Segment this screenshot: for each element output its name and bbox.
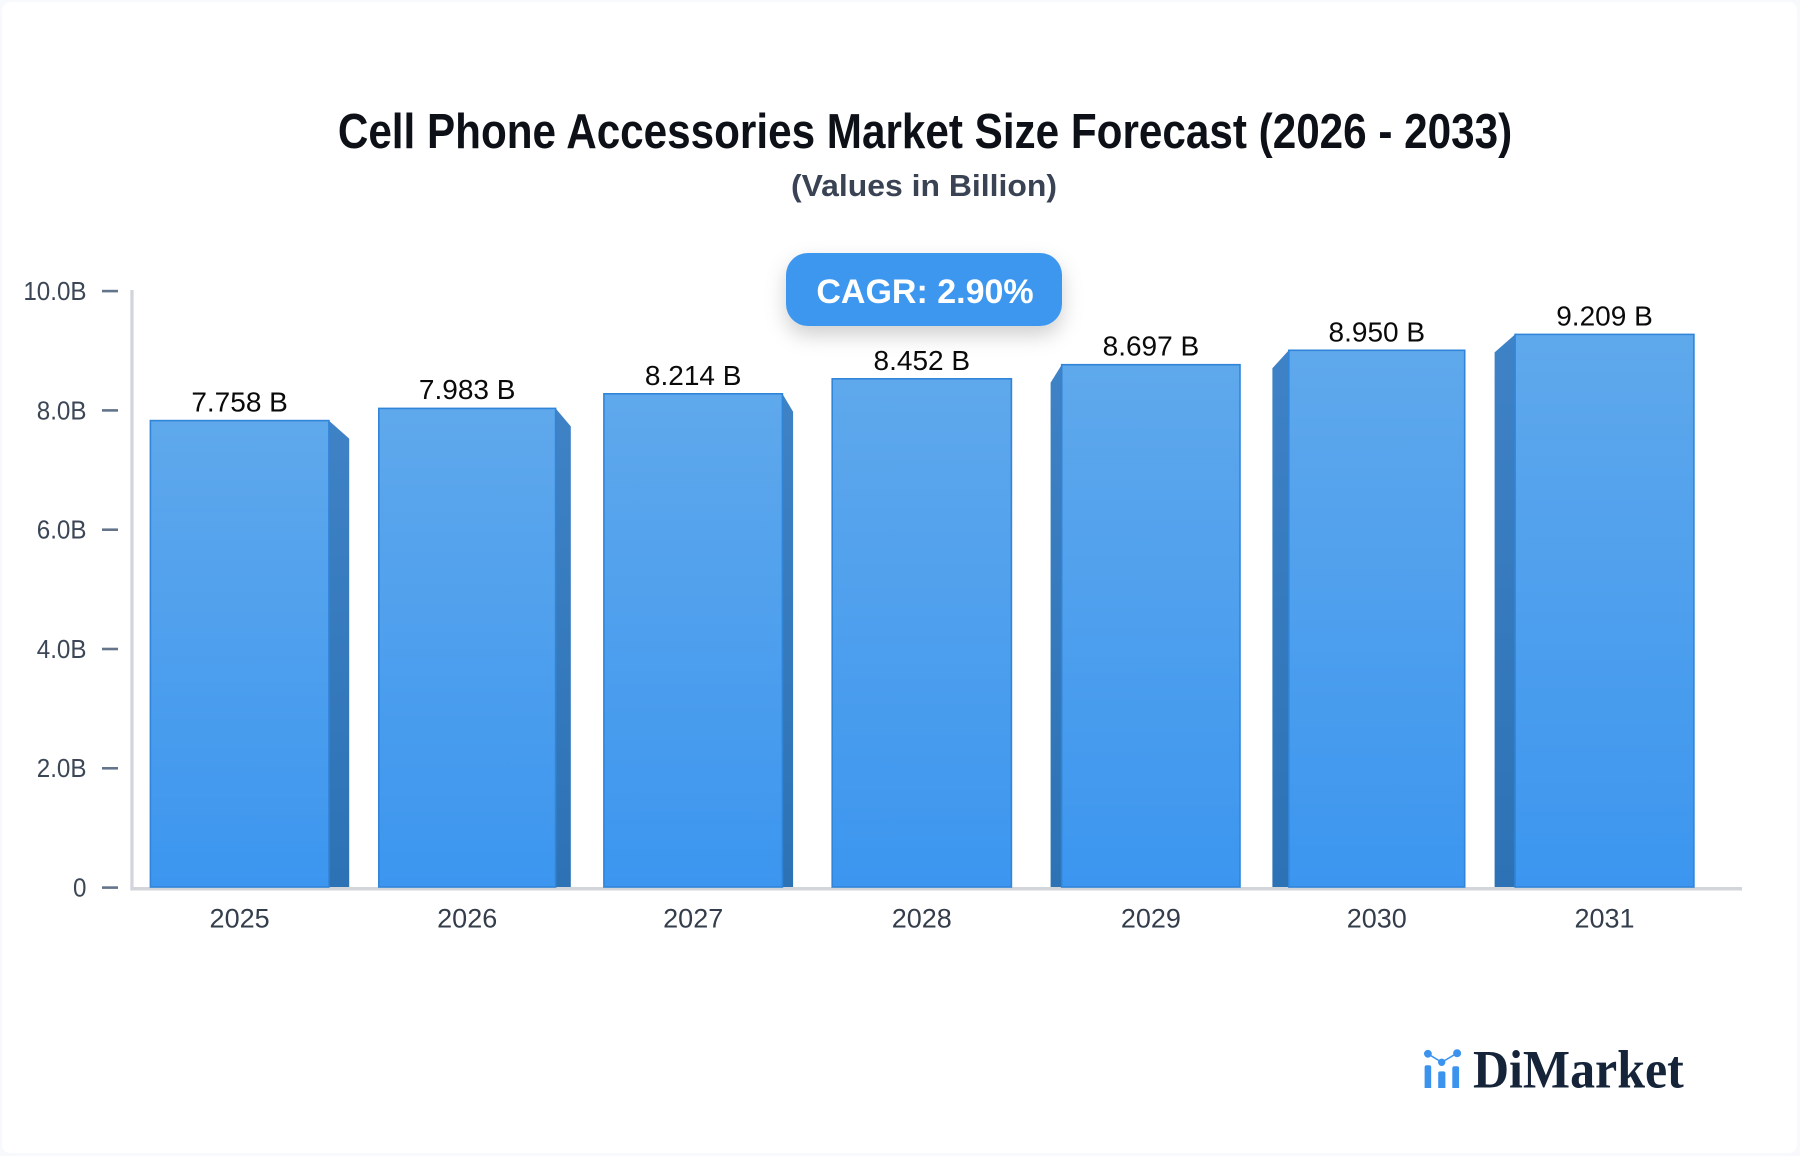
svg-text:8.214 B: 8.214 B <box>645 360 742 391</box>
svg-text:7.983 B: 7.983 B <box>419 374 516 405</box>
svg-text:2.0B: 2.0B <box>37 754 87 783</box>
svg-text:9.209 B: 9.209 B <box>1556 300 1653 331</box>
svg-text:6.0B: 6.0B <box>37 516 87 545</box>
svg-text:10.0B: 10.0B <box>23 277 86 306</box>
svg-text:DiMarket: DiMarket <box>1473 1041 1684 1100</box>
svg-text:2028: 2028 <box>892 904 952 934</box>
svg-text:2029: 2029 <box>1121 904 1181 934</box>
svg-text:8.0B: 8.0B <box>37 397 87 426</box>
svg-text:Cell Phone Accessories Market: Cell Phone Accessories Market Size Forec… <box>338 104 1512 159</box>
svg-text:8.950 B: 8.950 B <box>1329 316 1426 347</box>
svg-text:CAGR: 2.90%: CAGR: 2.90% <box>816 273 1033 311</box>
svg-text:8.452 B: 8.452 B <box>874 345 971 376</box>
svg-text:8.697 B: 8.697 B <box>1103 331 1200 362</box>
svg-text:(Values in Billion): (Values in Billion) <box>791 168 1057 202</box>
svg-text:2030: 2030 <box>1347 904 1407 934</box>
svg-text:2031: 2031 <box>1574 904 1634 934</box>
svg-text:2027: 2027 <box>663 904 723 934</box>
svg-text:7.758 B: 7.758 B <box>191 387 288 418</box>
svg-text:4.0B: 4.0B <box>37 635 87 664</box>
svg-text:0: 0 <box>73 874 86 903</box>
svg-text:2026: 2026 <box>437 904 497 934</box>
svg-text:2025: 2025 <box>210 904 270 934</box>
